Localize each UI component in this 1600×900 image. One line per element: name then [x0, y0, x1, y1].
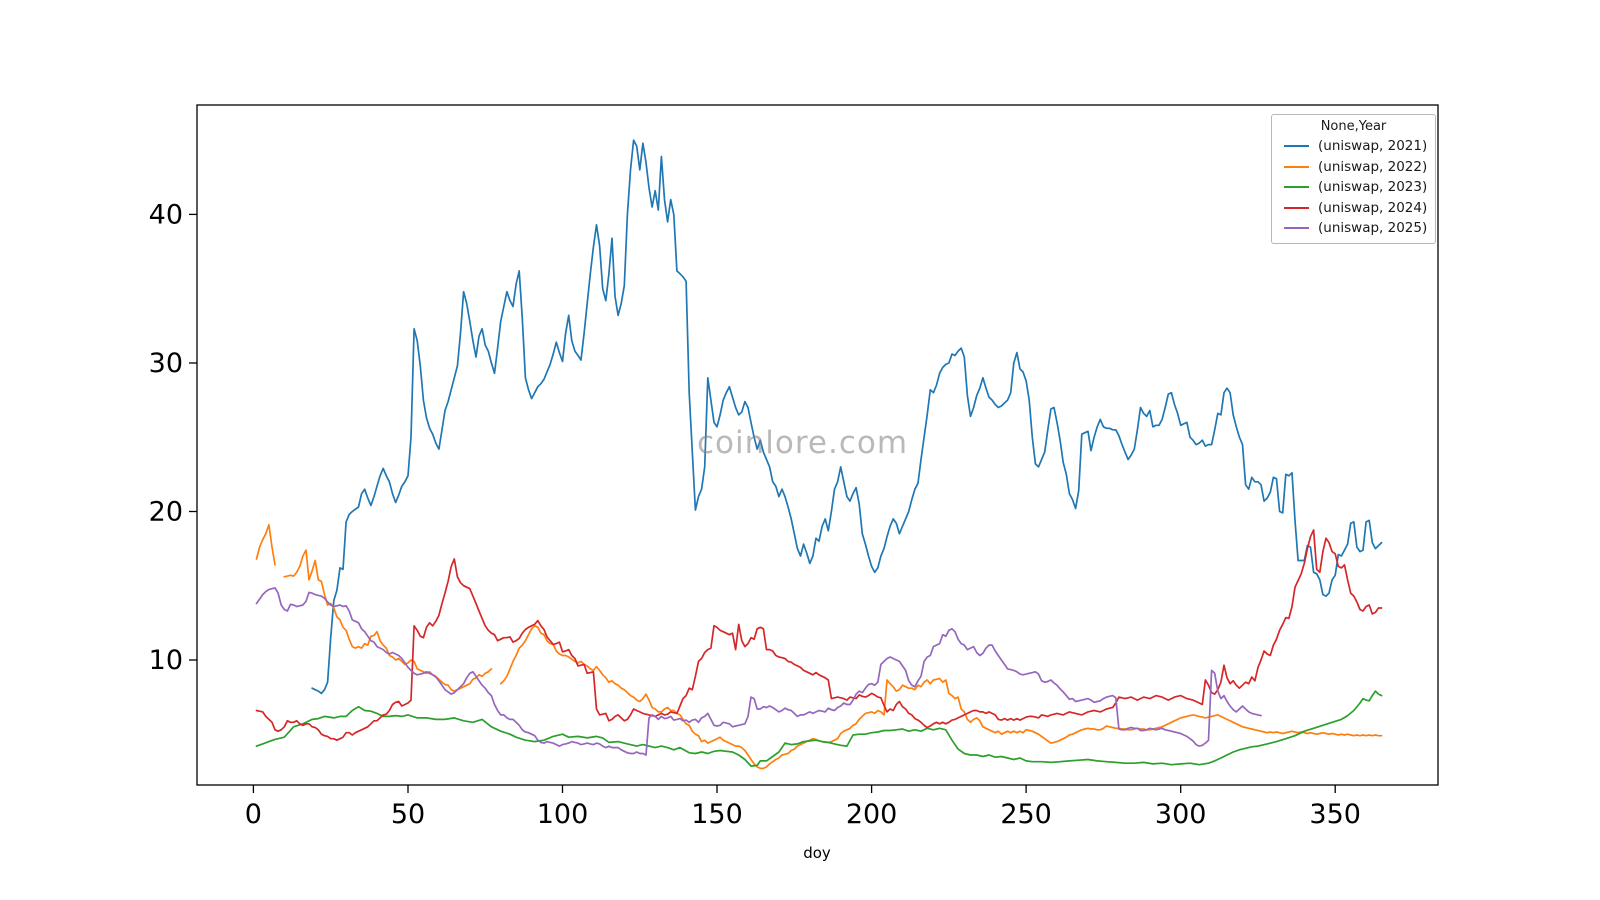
- axes-frame: [196, 104, 1439, 786]
- legend-line-swatch: [1284, 206, 1309, 209]
- x-tick-label: 200: [846, 799, 898, 830]
- series-line-2023: [255, 690, 1383, 767]
- x-tick-label: 150: [691, 799, 743, 830]
- legend: None,Year (uniswap, 2021) (uniswap, 2022)…: [1271, 114, 1436, 244]
- legend-line-swatch: [1284, 186, 1309, 189]
- series-line-2022: [255, 523, 1383, 770]
- legend-item-2025: (uniswap, 2025): [1278, 218, 1429, 239]
- legend-item-2023: (uniswap, 2023): [1278, 177, 1429, 198]
- watermark: coinlore.com: [697, 425, 909, 461]
- legend-line-swatch: [1284, 227, 1309, 230]
- legend-title: None,Year: [1320, 119, 1387, 134]
- x-tick-label: 0: [245, 799, 262, 830]
- x-tick-label: 50: [391, 799, 425, 830]
- legend-label: (uniswap, 2023): [1318, 179, 1428, 196]
- series-line-2024: [255, 529, 1383, 742]
- legend-item-2022: (uniswap, 2022): [1278, 157, 1429, 178]
- series-line-2025: [255, 587, 1262, 756]
- legend-item-2024: (uniswap, 2024): [1278, 198, 1429, 219]
- legend-item-2021: (uniswap, 2021): [1278, 136, 1429, 157]
- x-tick-label: 100: [537, 799, 589, 830]
- legend-label: (uniswap, 2024): [1318, 199, 1428, 216]
- legend-label: (uniswap, 2022): [1318, 158, 1428, 175]
- x-tick-label: 250: [1000, 799, 1052, 830]
- series-line-2021: [311, 139, 1383, 695]
- y-tick-label: 40: [149, 199, 183, 230]
- x-tick-label: 300: [1155, 799, 1207, 830]
- y-tick-label: 30: [149, 348, 183, 379]
- legend-label: (uniswap, 2025): [1318, 220, 1428, 237]
- legend-line-swatch: [1284, 165, 1309, 168]
- y-tick-label: 10: [149, 645, 183, 676]
- y-tick-label: 20: [149, 497, 183, 528]
- x-tick-label: 350: [1309, 799, 1361, 830]
- legend-rows: (uniswap, 2021) (uniswap, 2022) (uniswap, …: [1278, 136, 1429, 239]
- legend-line-swatch: [1284, 145, 1309, 148]
- x-axis-label: doy: [803, 844, 831, 862]
- legend-label: (uniswap, 2021): [1318, 138, 1428, 155]
